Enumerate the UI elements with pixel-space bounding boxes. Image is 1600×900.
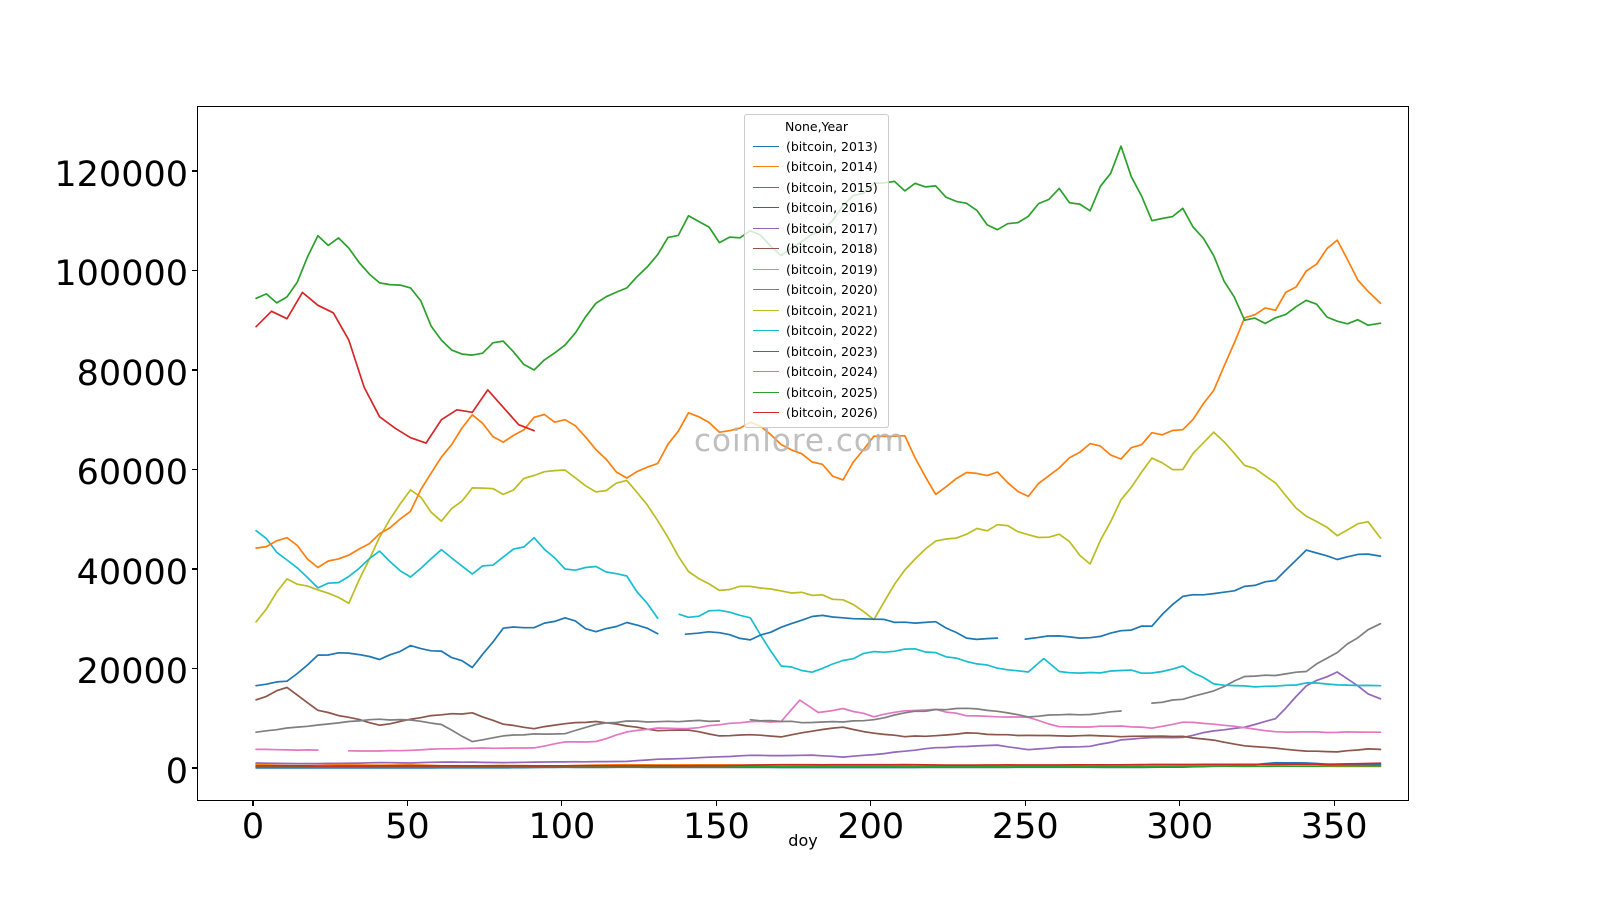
x-axis-label: doy [788,831,818,850]
series-line-2020 [255,718,721,743]
legend-title: None,Year [784,119,849,134]
legend-line-swatch [753,145,779,147]
x-tick-label: 50 [385,807,430,847]
legend-item-label: (bitcoin, 2023) [786,343,878,359]
legend-item-2018: (bitcoin, 2018) [745,239,888,260]
series-line-2023 [1024,549,1382,640]
y-tick-mark [192,170,197,172]
x-tick-label: 350 [1300,807,1368,847]
y-tick-mark [192,767,197,769]
series-line-2016 [255,762,1382,767]
series-line-2020 [749,707,1122,724]
x-tick-label: 200 [837,807,905,847]
x-tick-mark [406,801,409,806]
series-line-2023 [684,614,999,641]
y-tick-label: 20000 [76,652,188,693]
legend-item-label: (bitcoin, 2013) [786,138,878,154]
x-tick-mark [252,801,254,806]
y-tick-mark [192,468,197,471]
legend-item-label: (bitcoin, 2026) [786,405,878,421]
x-tick-label: 250 [991,807,1059,847]
y-tick-mark [192,667,197,670]
legend-item-label: (bitcoin, 2019) [786,261,878,277]
series-line-2019 [347,699,1382,752]
legend-line-swatch [753,227,779,229]
legend-line-swatch [753,268,779,270]
legend-item-label: (bitcoin, 2015) [786,179,878,195]
x-tick-label: 150 [682,807,750,847]
legend-line-swatch [753,207,779,209]
legend-item-2013: (bitcoin, 2013) [745,136,888,157]
y-tick-mark [192,369,197,371]
legend-item-label: (bitcoin, 2025) [786,384,878,400]
legend-item-label: (bitcoin, 2024) [786,364,878,380]
legend-item-2026: (bitcoin, 2026) [745,403,888,424]
y-tick-label: 60000 [76,453,188,494]
series-line-2018 [255,686,1382,753]
legend-item-2014: (bitcoin, 2014) [745,157,888,178]
y-tick-mark [192,269,197,272]
y-tick-label: 80000 [76,353,188,394]
series-line-2026 [255,291,535,444]
y-tick-label: 0 [165,752,188,792]
series-line-2017 [255,671,1382,765]
legend-item-2016: (bitcoin, 2016) [745,198,888,219]
x-tick-mark [1179,801,1181,806]
legend-item-2025: (bitcoin, 2025) [745,382,888,403]
x-tick-mark [870,801,872,806]
x-tick-label: 300 [1146,807,1214,847]
plot-area: coinlore.com None,Year (bitcoin, 2013) (b… [197,106,1409,801]
x-tick-label: 100 [528,807,596,847]
legend-items: (bitcoin, 2013) (bitcoin, 2014) (bitcoin, … [745,136,888,423]
legend-item-label: (bitcoin, 2018) [786,241,878,257]
series-line-2023 [255,616,659,687]
y-tick-label: 40000 [76,552,188,593]
series-line-2021 [255,431,1382,623]
legend-item-2020: (bitcoin, 2020) [745,280,888,301]
legend-item-label: (bitcoin, 2022) [786,323,878,339]
series-line-2015 [255,764,1382,768]
legend-line-swatch [753,248,779,250]
x-tick-mark [1024,801,1026,806]
legend: None,Year (bitcoin, 2013) (bitcoin, 2014)… [744,114,889,428]
x-tick-mark [561,801,563,806]
legend-item-2019: (bitcoin, 2019) [745,259,888,280]
x-tick-label: 0 [241,807,265,847]
legend-item-label: (bitcoin, 2016) [786,200,878,216]
legend-line-swatch [753,309,779,311]
chart-lines [255,145,1382,769]
series-line-2022 [255,529,659,620]
x-tick-mark [1333,801,1335,806]
series-line-2020 [1151,622,1382,704]
legend-line-swatch [753,186,779,188]
legend-line-swatch [753,350,779,352]
legend-item-label: (bitcoin, 2014) [786,159,878,175]
legend-item-label: (bitcoin, 2017) [786,220,878,236]
series-line-2022 [678,609,1382,688]
legend-item-2023: (bitcoin, 2023) [745,341,888,362]
legend-item-label: (bitcoin, 2020) [786,282,878,298]
x-tick-mark [715,801,717,806]
series-line-2024 [255,239,1382,569]
legend-line-swatch [753,371,779,373]
legend-line-swatch [753,412,779,414]
watermark: coinlore.com [694,423,906,459]
y-tick-label: 120000 [54,154,188,195]
y-tick-label: 100000 [54,254,188,295]
legend-item-2015: (bitcoin, 2015) [745,177,888,198]
legend-item-2024: (bitcoin, 2024) [745,362,888,383]
legend-line-swatch [753,330,779,332]
legend-line-swatch [753,289,779,291]
series-line-2019 [255,748,319,751]
legend-item-2022: (bitcoin, 2022) [745,321,888,342]
legend-item-2017: (bitcoin, 2017) [745,218,888,239]
legend-line-swatch [753,166,779,168]
y-tick-mark [192,568,197,570]
legend-line-swatch [753,391,779,393]
legend-item-label: (bitcoin, 2021) [786,302,878,318]
legend-item-2021: (bitcoin, 2021) [745,300,888,321]
